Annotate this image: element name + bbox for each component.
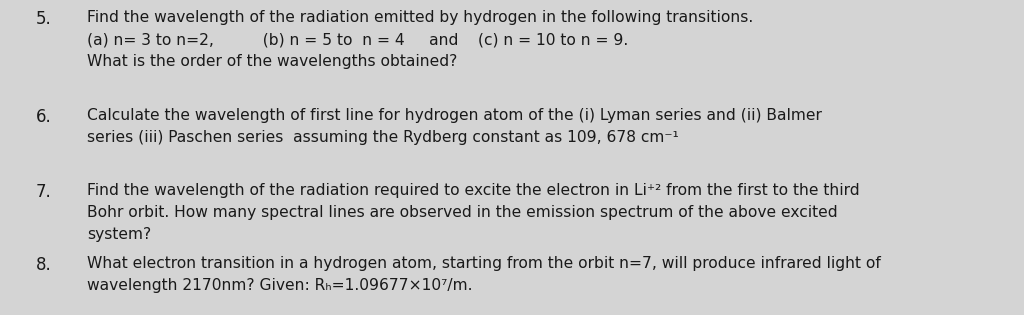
Text: Bohr orbit. How many spectral lines are observed in the emission spectrum of the: Bohr orbit. How many spectral lines are …	[87, 205, 838, 220]
Text: 7.: 7.	[36, 183, 51, 201]
Text: (a) n= 3 to n=2,          (b) n = 5 to  n = 4     and    (c) n = 10 to n = 9.: (a) n= 3 to n=2, (b) n = 5 to n = 4 and …	[87, 32, 629, 47]
Text: Calculate the wavelength of first line for hydrogen atom of the (i) Lyman series: Calculate the wavelength of first line f…	[87, 108, 822, 123]
Text: 5.: 5.	[36, 10, 51, 28]
Text: system?: system?	[87, 227, 152, 243]
Text: 8.: 8.	[36, 256, 51, 274]
Text: Find the wavelength of the radiation emitted by hydrogen in the following transi: Find the wavelength of the radiation emi…	[87, 10, 754, 25]
Text: wavelength 2170nm? Given: Rₕ=1.09677×10⁷/m.: wavelength 2170nm? Given: Rₕ=1.09677×10⁷…	[87, 278, 472, 293]
Text: What is the order of the wavelengths obtained?: What is the order of the wavelengths obt…	[87, 54, 458, 69]
Text: Find the wavelength of the radiation required to excite the electron in Li⁺² fro: Find the wavelength of the radiation req…	[87, 183, 860, 198]
Text: series (iii) Paschen series  assuming the Rydberg constant as 109, 678 cm⁻¹: series (iii) Paschen series assuming the…	[87, 130, 679, 145]
Text: What electron transition in a hydrogen atom, starting from the orbit n=7, will p: What electron transition in a hydrogen a…	[87, 256, 881, 271]
Text: 6.: 6.	[36, 108, 51, 126]
